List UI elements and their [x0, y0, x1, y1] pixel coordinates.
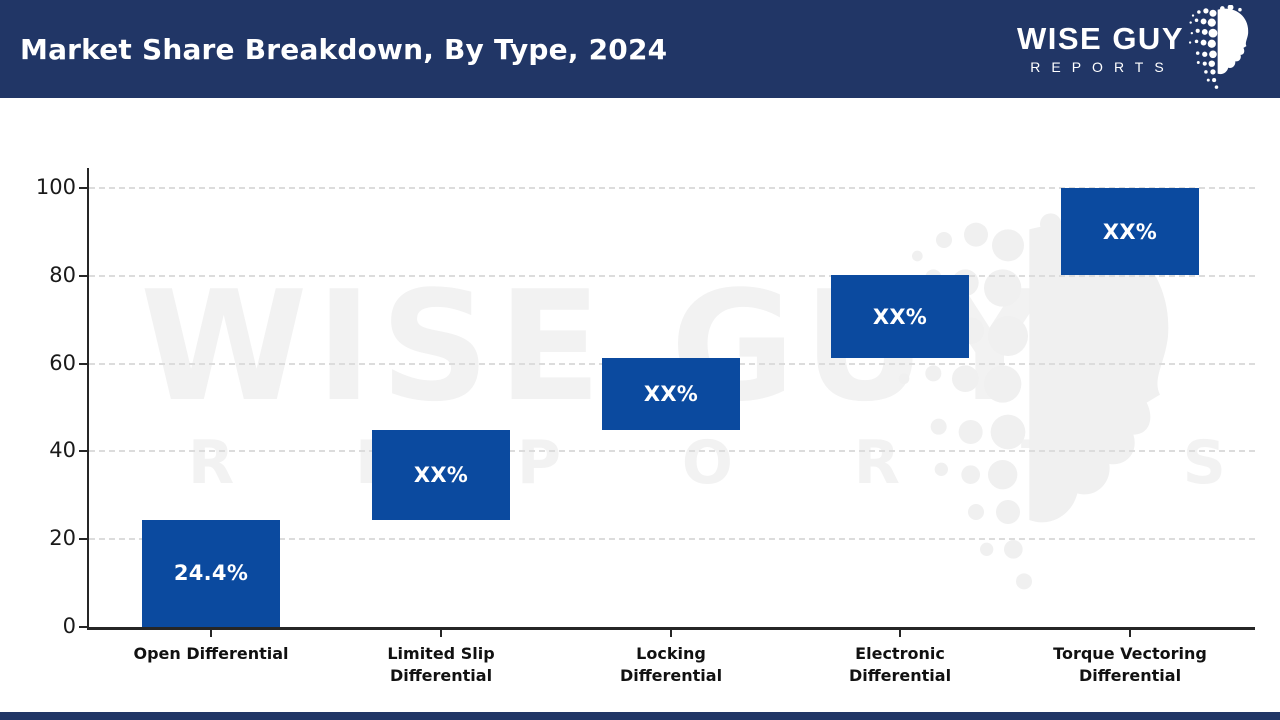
x-category-label: Open Differential — [91, 643, 331, 665]
y-gridline — [89, 187, 1255, 189]
footer-bar — [0, 712, 1280, 720]
x-category-line: Differential — [848, 665, 952, 685]
y-tick-mark — [79, 274, 87, 277]
bar-value-label: XX% — [643, 382, 699, 407]
y-tick-label: 80 — [49, 262, 76, 287]
bar-value-label: 24.4% — [173, 561, 249, 586]
waterfall-bar: XX% — [1061, 188, 1199, 276]
y-tick-label: 0 — [62, 614, 76, 638]
x-tick-mark — [210, 630, 212, 637]
waterfall-bar: XX% — [602, 358, 740, 430]
y-tick-label: 20 — [49, 526, 76, 551]
x-tick-mark — [670, 630, 672, 637]
chart-area: WISE GUY R E P O R T S 0 20 40 60 80 100 24.4%… — [0, 98, 1280, 712]
bar-value-label: XX% — [413, 462, 469, 487]
y-gridline — [89, 538, 1255, 541]
x-tick-mark — [440, 630, 442, 637]
x-category-line: Electronic — [855, 644, 945, 663]
logo-wordmark: WISE GUY REPORTS — [1017, 23, 1184, 75]
x-category-label: Limited Slip Differential — [321, 643, 561, 686]
x-category-line: Limited Slip — [387, 644, 495, 663]
waterfall-bar: 24.4% — [142, 519, 280, 627]
x-category-line: Differential — [1078, 665, 1182, 685]
x-category-label: Locking Differential — [551, 643, 791, 686]
logo-wordmark-line1: WISE GUY — [1016, 21, 1184, 57]
x-tick-mark — [899, 630, 901, 637]
y-tick-mark — [79, 626, 87, 628]
header-bar: Market Share Breakdown, By Type, 2024 WI… — [0, 0, 1280, 98]
x-category-line: Differential — [389, 665, 493, 685]
bar-value-label: XX% — [872, 304, 928, 329]
y-tick-mark — [79, 187, 87, 189]
y-gridline — [89, 450, 1255, 453]
bar-value-label: XX% — [1102, 219, 1158, 244]
x-category-line: Locking — [636, 644, 706, 663]
logo-wordmark-line2: REPORTS — [1030, 58, 1175, 75]
y-tick-mark — [79, 450, 87, 453]
page-title: Market Share Breakdown, By Type, 2024 — [20, 32, 668, 66]
y-tick-mark — [79, 362, 87, 365]
y-tick-mark — [79, 538, 87, 541]
y-tick-label: 60 — [49, 350, 76, 375]
waterfall-bar: XX% — [831, 275, 969, 359]
waterfall-bar: XX% — [372, 429, 510, 520]
x-category-line: Differential — [619, 665, 723, 685]
x-category-label: Electronic Differential — [780, 643, 1020, 686]
x-tick-mark — [1129, 630, 1131, 637]
y-tick-label: 100 — [35, 175, 76, 199]
x-axis-line — [87, 627, 1255, 630]
wise-guy-logo: WISE GUY REPORTS — [1017, 5, 1268, 93]
x-category-label: Torque Vectoring Differential — [1010, 643, 1250, 686]
waterfall-plot: 0 20 40 60 80 100 24.4% Open Differential XX% Lim… — [0, 98, 1280, 712]
logo-head-dots-icon — [1172, 5, 1268, 93]
y-axis-line — [87, 168, 89, 630]
x-category-line: Open Differential — [133, 644, 289, 663]
y-tick-label: 40 — [49, 438, 76, 463]
x-category-line: Torque Vectoring — [1053, 644, 1207, 663]
y-gridline — [89, 274, 1255, 277]
